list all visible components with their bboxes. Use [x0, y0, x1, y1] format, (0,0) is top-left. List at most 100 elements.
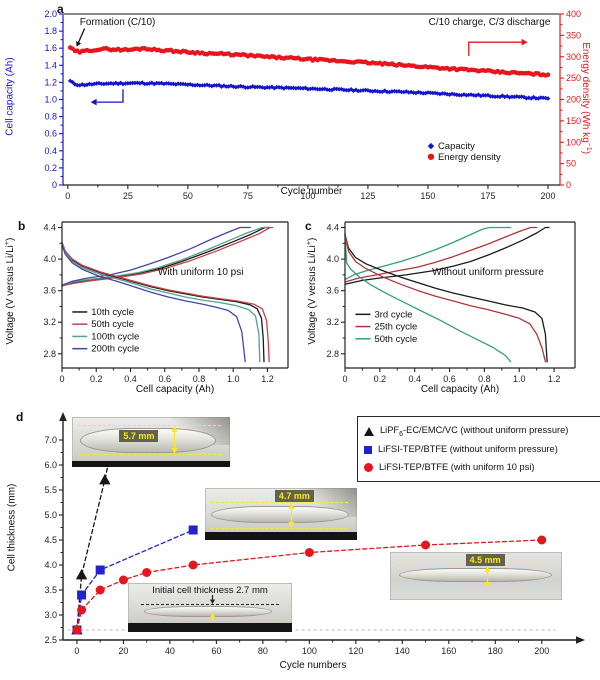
thickness-label: 4.5 mm [465, 554, 505, 566]
svg-text:120: 120 [348, 646, 363, 656]
svg-text:350: 350 [566, 30, 581, 40]
svg-text:100th cycle: 100th cycle [91, 331, 139, 342]
series-50th-discharge [344, 232, 512, 363]
legend-label-sub: 6 [399, 430, 404, 438]
legend-label: LiFSI-TEP/BTFE (without uniform pressure… [378, 444, 558, 455]
cell-photo-4-5mm: 4.5 mm [390, 552, 562, 600]
circle-marker-icon [364, 463, 373, 473]
measure-line-bottom [211, 528, 348, 529]
svg-text:2.5: 2.5 [44, 635, 57, 645]
legend-label-post: -EC/EMC/VC (without uniform pressure) [403, 425, 569, 435]
svg-text:Energy density: Energy density [438, 152, 501, 163]
series-3rd-discharge [344, 233, 548, 363]
measure-arrow-icon [171, 426, 178, 454]
annotation: C/10 charge, C/3 discharge [429, 17, 551, 28]
svg-text:0.8: 0.8 [44, 112, 57, 122]
svg-text:75: 75 [243, 191, 253, 200]
svg-text:6.0: 6.0 [44, 460, 57, 470]
axis-bottom: 0 0.2 0.4 0.6 0.8 1.0 1.2 [59, 368, 274, 384]
svg-text:100: 100 [300, 191, 315, 200]
panel-a-y-axis-title: Cell capacity (Ah) [4, 57, 16, 136]
legend-label: LiFSI-TEP/BTFE (with uniform 10 psi) [379, 461, 535, 472]
svg-text:4.5: 4.5 [44, 535, 57, 545]
thickness-label: 4.7 mm [274, 490, 314, 502]
pouch-cell [398, 568, 552, 582]
measure-arrow-icon [288, 503, 295, 528]
c-ylabel-sup: + [305, 241, 313, 246]
measure-line-top [78, 425, 221, 426]
measure-line-bottom [144, 617, 276, 618]
axis-left: 2.8 3.2 3.6 4.0 4.4 [326, 223, 345, 359]
svg-text:125: 125 [360, 191, 375, 200]
svg-text:0: 0 [65, 191, 70, 200]
annotation: Without uniform pressure [432, 267, 544, 278]
svg-text:1.8: 1.8 [44, 26, 57, 36]
axis-bottom: 0 20 40 60 80 100 120 140 160 180 200 [74, 640, 549, 656]
series-10th-discharge [61, 241, 265, 363]
series-10th-charge [61, 226, 270, 287]
annotation: With uniform 10 psi [158, 267, 244, 278]
svg-text:0.2: 0.2 [44, 163, 57, 173]
svg-text:100: 100 [302, 646, 317, 656]
photo-base [128, 623, 292, 632]
y2-label-sup: −1 [585, 142, 593, 151]
measure-line-bottom [396, 587, 552, 588]
svg-text:200: 200 [534, 646, 549, 656]
svg-text:1.0: 1.0 [513, 374, 526, 384]
panel-letter-c: c [305, 219, 312, 233]
panel-letter-b: b [18, 219, 26, 233]
svg-text:2.8: 2.8 [326, 349, 339, 359]
svg-text:0.6: 0.6 [443, 374, 456, 384]
svg-text:0: 0 [52, 180, 57, 190]
panel-b-x-axis-title: Cell capacity (Ah) [135, 384, 215, 395]
svg-text:0: 0 [74, 646, 79, 656]
svg-text:3.2: 3.2 [43, 317, 56, 327]
cell-photo-initial: Initial cell thickness 2.7 mm [128, 583, 292, 632]
svg-text:0.8: 0.8 [193, 374, 206, 384]
svg-text:20: 20 [118, 646, 128, 656]
series-100th-charge [61, 226, 269, 286]
panel-d-x-axis-title: Cycle numbers [279, 660, 347, 671]
svg-text:200th cycle: 200th cycle [91, 344, 139, 355]
series-200th-charge [61, 226, 251, 286]
triangle-marker-icon [364, 427, 374, 437]
svg-text:1.2: 1.2 [261, 374, 274, 384]
svg-text:200: 200 [566, 95, 581, 105]
down-arrow-icon [210, 595, 216, 604]
measure-line-bottom [78, 454, 221, 455]
svg-text:0: 0 [59, 374, 64, 384]
panel-d-y-axis-title: Cell thickness (mm) [6, 483, 18, 572]
svg-text:1.0: 1.0 [44, 95, 57, 105]
svg-text:300: 300 [566, 52, 581, 62]
legend-item-lifsi-10psi: LiFSI-TEP/BTFE (with uniform 10 psi) [364, 459, 600, 477]
svg-text:3.5: 3.5 [44, 585, 57, 595]
svg-text:150: 150 [420, 191, 435, 200]
svg-text:180: 180 [488, 646, 503, 656]
panel-a-x-axis-title: Cycle number [280, 186, 343, 197]
svg-text:7.0: 7.0 [44, 435, 57, 445]
cell-photo-5-7mm: 5.7 mm [72, 417, 230, 467]
svg-text:0.6: 0.6 [44, 129, 57, 139]
svg-text:5.0: 5.0 [44, 510, 57, 520]
up-arrow-icon [210, 613, 216, 621]
svg-text:2.8: 2.8 [43, 349, 56, 359]
svg-text:5.5: 5.5 [44, 485, 57, 495]
axis-left: 2.5 3.0 3.5 4.0 4.5 5.0 5.5 6.0 7.0 [44, 435, 63, 645]
svg-text:80: 80 [258, 646, 268, 656]
svg-text:0.6: 0.6 [158, 374, 171, 384]
panel-d-chart: 0 20 40 60 80 100 120 140 160 180 200 2.5 3.0 3.5 4.0 4… [44, 412, 585, 656]
y2-label-main: Energy density (Wh kg [579, 42, 591, 143]
svg-text:140: 140 [395, 646, 410, 656]
svg-text:10th cycle: 10th cycle [91, 307, 134, 318]
panel-a-chart: 0 25 50 75 100 125 150 175 200 0 0.2 0.4 0.6 0.8 1.0 1.… [44, 9, 581, 200]
svg-text:1.6: 1.6 [44, 43, 57, 53]
series-25th-charge [344, 226, 538, 283]
series-3rd-charge [344, 226, 550, 285]
svg-text:200: 200 [540, 191, 555, 200]
svg-text:160: 160 [441, 646, 456, 656]
svg-text:0.8: 0.8 [478, 374, 491, 384]
svg-text:50th cycle: 50th cycle [374, 334, 417, 345]
pouch-cell [211, 506, 350, 523]
svg-text:25th cycle: 25th cycle [374, 322, 417, 333]
